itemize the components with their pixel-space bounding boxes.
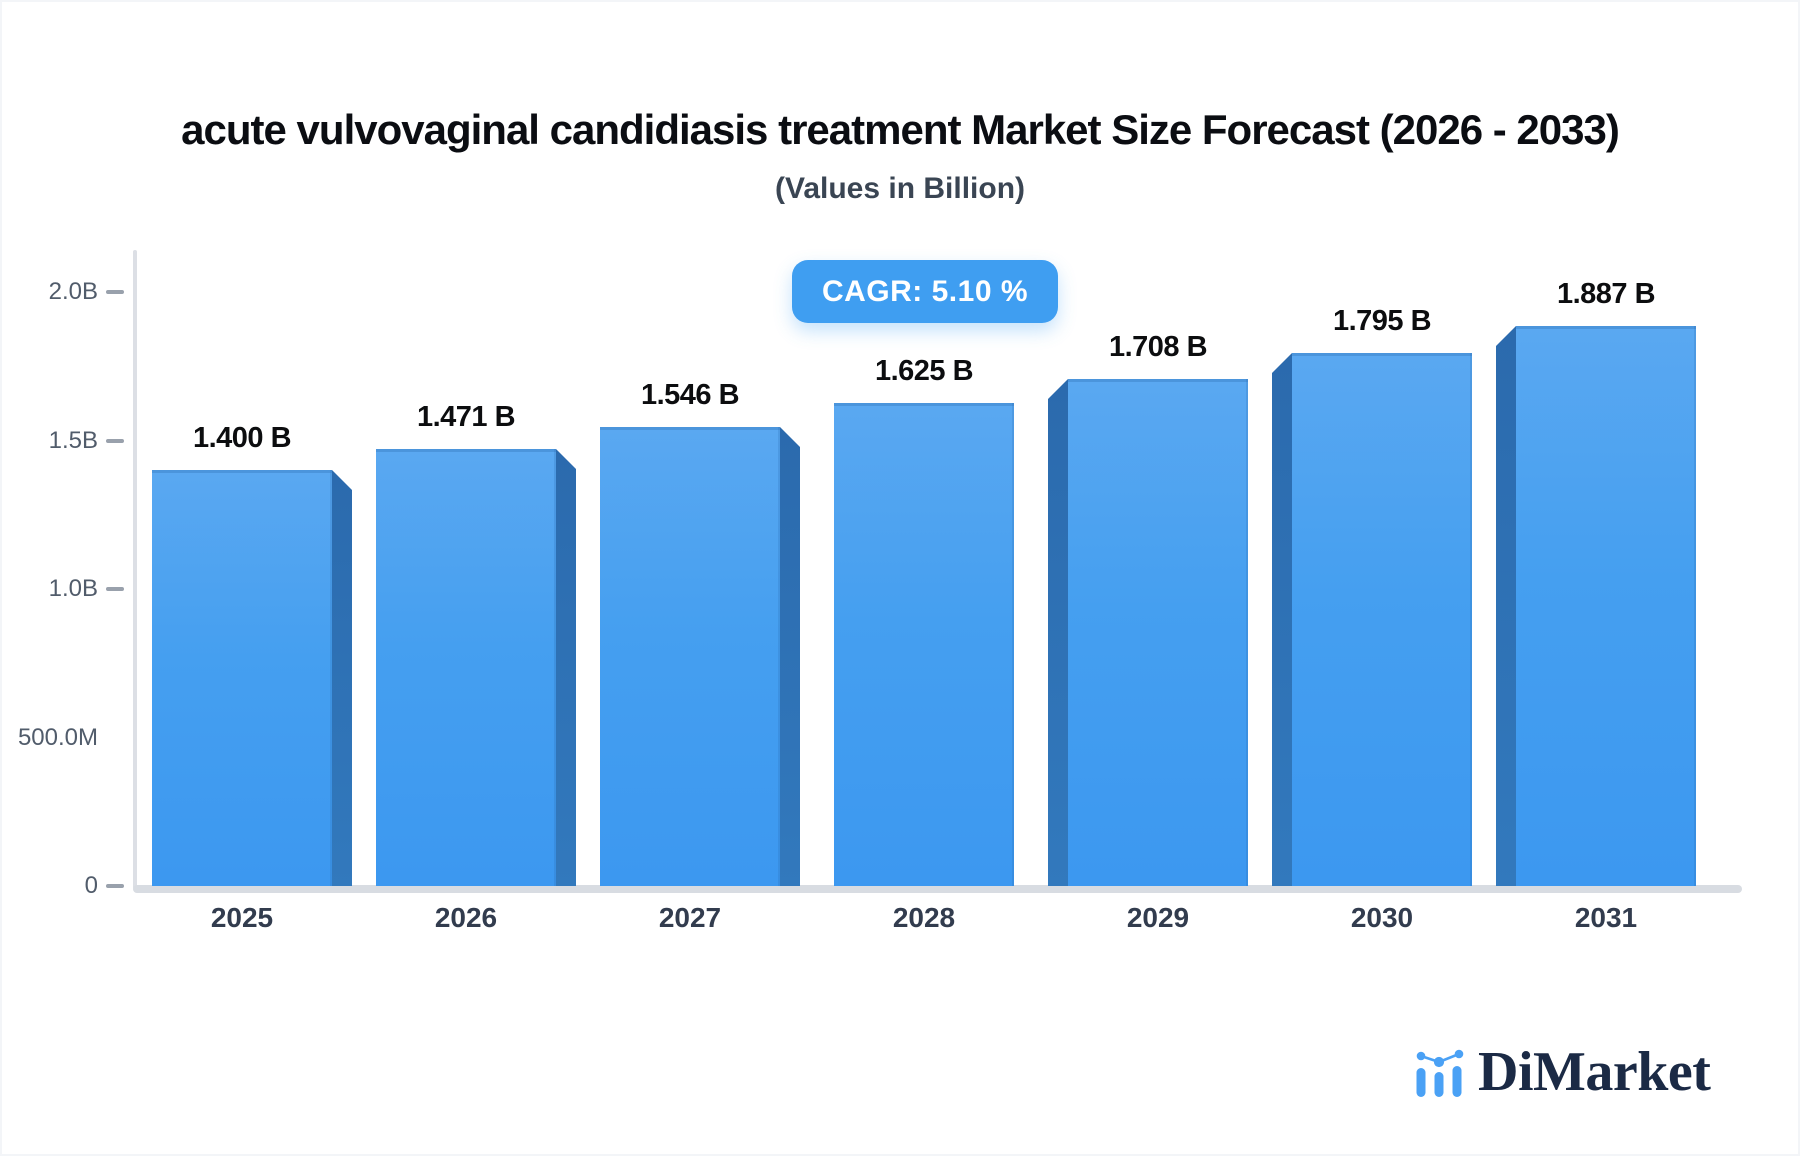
y-axis-label: 0: [84, 872, 98, 899]
x-axis-label: 2031: [1574, 902, 1638, 933]
bar-2027[interactable]: [600, 427, 780, 886]
y-axis-tick: [106, 884, 124, 888]
bar-value-label: 1.708 B: [1108, 331, 1208, 363]
y-axis-label: 1.0B: [48, 575, 98, 602]
bar-side-3d: [556, 449, 576, 886]
x-axis-label: 2030: [1350, 902, 1414, 933]
bar-value-label: 1.546 B: [640, 379, 740, 411]
brand-logo: DiMarket: [1414, 1040, 1711, 1104]
mini-bar-chart-icon: [1416, 1049, 1464, 1097]
x-axis-label: 2025: [210, 902, 274, 933]
bar-2029[interactable]: [1068, 379, 1248, 886]
bar-side-3d: [1272, 353, 1292, 886]
x-axis-label: 2027: [658, 902, 722, 933]
y-axis-label: 2.0B: [48, 278, 98, 305]
bar-side-3d: [332, 470, 352, 886]
y-axis-tick: [106, 290, 124, 294]
x-axis-label: 2029: [1126, 902, 1190, 933]
chart-title: acute vulvovaginal candidiasis treatment…: [181, 106, 1620, 153]
bar-value-label: 1.887 B: [1556, 278, 1656, 310]
bar-2026[interactable]: [376, 449, 556, 886]
bar-2028[interactable]: [834, 403, 1014, 886]
bar-2031[interactable]: [1516, 326, 1696, 886]
x-axis-label: 2028: [892, 902, 956, 933]
y-axis-line: [133, 250, 137, 889]
chart-subtitle: (Values in Billion): [774, 172, 1026, 205]
bar-side-3d: [780, 427, 800, 886]
bar-value-label: 1.400 B: [192, 422, 292, 454]
x-axis-label: 2026: [434, 902, 498, 933]
x-axis-line: [133, 885, 1742, 893]
y-axis-tick: [106, 438, 124, 443]
bar-2030[interactable]: [1292, 353, 1472, 886]
bar-side-3d: [1496, 326, 1516, 886]
y-axis-label: 1.5B: [48, 426, 98, 454]
brand-name: DiMarket: [1478, 1041, 1711, 1103]
bar-value-label: 1.625 B: [874, 355, 974, 387]
bar-side-3d: [1048, 379, 1068, 886]
bar-value-label: 1.471 B: [416, 401, 516, 433]
cagr-badge-label: CAGR: 5.10 %: [821, 274, 1029, 308]
y-axis-tick: [106, 587, 124, 591]
y-axis-label: 500.0M: [17, 723, 98, 751]
bar-value-label: 1.795 B: [1332, 305, 1432, 337]
bar-2025[interactable]: [152, 470, 332, 886]
cagr-badge: CAGR: 5.10 %: [792, 260, 1058, 323]
